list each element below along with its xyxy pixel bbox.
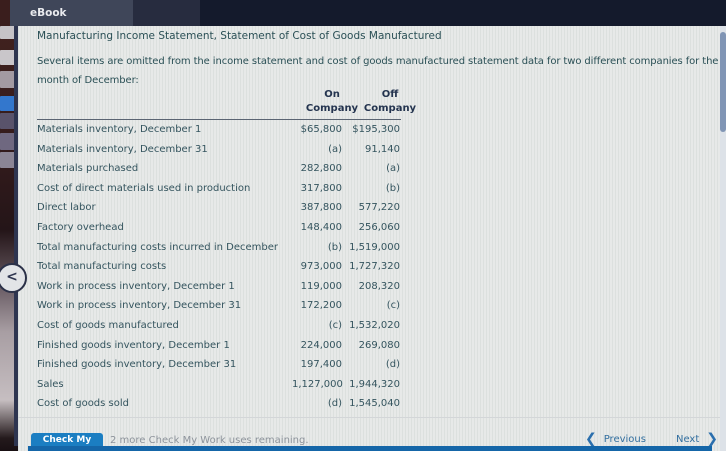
on-company-value: (c): [328, 319, 342, 331]
row-label: Total manufacturing costs: [37, 261, 167, 273]
row-label: Factory overhead: [37, 221, 124, 233]
on-company-value: 282,800: [300, 163, 342, 175]
row-label: Work in process inventory, December 1: [37, 280, 235, 292]
table-row: Sales 1,127,000 1,944,320: [37, 375, 419, 395]
on-company-value: 317,800: [300, 182, 342, 194]
table-row: Total manufacturing costs 973,000 1,727,…: [37, 257, 419, 277]
scrollbar[interactable]: [720, 26, 726, 451]
background-window-bar: [0, 50, 18, 65]
background-window-bar: [0, 113, 18, 129]
on-company-value: 1,127,000: [292, 378, 343, 390]
off-company-value: 1,944,320: [349, 378, 400, 390]
on-company-value: 197,400: [300, 359, 342, 371]
table-row: Cost of goods manufactured (c) 1,532,020: [37, 316, 419, 336]
off-company-value: 269,080: [358, 339, 400, 351]
row-label: Materials purchased: [37, 163, 139, 175]
background-window-bar: [0, 26, 18, 39]
on-company-value: (d): [327, 398, 342, 410]
background-window-bar: [0, 71, 18, 88]
off-company-value: 1,532,020: [349, 319, 400, 331]
problem-description: Several items are omitted from the incom…: [37, 56, 719, 86]
content-footer-divider: [18, 417, 726, 418]
off-company-value: $195,300: [352, 124, 400, 135]
check-uses-remaining-text: 2 more Check My Work uses remaining.: [110, 435, 309, 446]
table-row: Materials purchased 282,800 (a): [37, 159, 419, 179]
background-window-bar: [0, 152, 18, 168]
on-company-value: (b): [327, 241, 342, 253]
problem-panel: Manufacturing Income Statement, Statemen…: [0, 26, 726, 451]
on-company-value: 148,400: [300, 221, 342, 233]
table-row: Materials inventory, December 31 (a) 91,…: [37, 140, 419, 160]
pager: ❮ Previous Next ❯: [585, 431, 718, 447]
off-company-value: 256,060: [358, 221, 400, 233]
next-button[interactable]: Next: [675, 433, 700, 445]
table-row: Factory overhead 148,400 256,060: [37, 218, 419, 238]
row-label: Work in process inventory, December 31: [37, 300, 242, 312]
off-company-value: (d): [385, 359, 400, 371]
off-company-value: 1,727,320: [349, 261, 400, 273]
off-company-value: 1,545,040: [349, 398, 400, 410]
footer-accent-bar: [28, 446, 712, 451]
chevron-right-icon[interactable]: ❯: [706, 431, 718, 447]
chevron-left-icon: <: [6, 269, 18, 285]
table-row: Work in process inventory, December 31 1…: [37, 296, 419, 316]
off-company-value: 91,140: [365, 143, 400, 155]
statement-table: On Company Off Company Materials invento…: [37, 88, 419, 414]
photo-background-corner: [0, 0, 10, 26]
on-company-value: (a): [328, 143, 342, 155]
table-row: Materials inventory, December 1 $65,800 …: [37, 120, 419, 140]
on-company-value: $65,800: [300, 124, 342, 135]
row-label: Total manufacturing costs incurred in De…: [37, 241, 278, 253]
chevron-left-icon[interactable]: ❮: [584, 431, 597, 447]
row-label: Cost of direct materials used in product…: [37, 182, 251, 194]
table-row: Total manufacturing costs incurred in De…: [37, 238, 419, 258]
off-company-value: 1,519,000: [349, 241, 400, 253]
collapse-panel-button[interactable]: <: [0, 263, 27, 293]
row-label: Direct labor: [37, 202, 96, 214]
off-company-value: 577,220: [358, 202, 400, 214]
on-company-value: 172,200: [300, 300, 342, 312]
scrollbar-thumb[interactable]: [720, 32, 726, 132]
on-company-value: 224,000: [300, 339, 342, 351]
row-label: Finished goods inventory, December 1: [37, 339, 230, 351]
off-company-value: (b): [385, 182, 400, 194]
tab-ebook[interactable]: eBook: [10, 0, 133, 26]
row-label: Finished goods inventory, December 31: [37, 359, 237, 371]
on-company-value: 387,800: [300, 202, 342, 214]
table-row: Finished goods inventory, December 1 224…: [37, 336, 419, 356]
on-company-value: 119,000: [300, 280, 342, 292]
column-header-on-company: On Company: [305, 89, 359, 114]
problem-title: Manufacturing Income Statement, Statemen…: [37, 30, 442, 42]
statement-table-header: On Company Off Company: [37, 88, 416, 120]
panel-left-border: [14, 26, 18, 446]
statement-table-rows: Materials inventory, December 1 $65,800 …: [37, 120, 419, 414]
row-label: Materials inventory, December 31: [37, 143, 208, 155]
table-row: Work in process inventory, December 1 11…: [37, 277, 419, 297]
background-window-strip: [0, 26, 18, 451]
previous-button[interactable]: Previous: [603, 433, 646, 445]
off-company-value: 208,320: [358, 280, 400, 292]
table-row: Cost of goods sold (d) 1,545,040: [37, 394, 419, 414]
row-label: Cost of goods sold: [37, 398, 130, 410]
table-row: Finished goods inventory, December 31 19…: [37, 355, 419, 375]
row-label: Cost of goods manufactured: [37, 319, 179, 331]
row-label: Sales: [37, 378, 64, 390]
column-header-off-company: Off Company: [363, 89, 417, 114]
top-tab-bar: eBook: [10, 0, 726, 26]
off-company-value: (a): [386, 163, 400, 175]
off-company-value: (c): [386, 300, 400, 312]
background-window-bar: [0, 133, 18, 150]
on-company-value: 973,000: [300, 261, 342, 273]
background-window-bar-highlighted: [0, 96, 18, 111]
row-label: Materials inventory, December 1: [37, 124, 202, 135]
table-row: Direct labor 387,800 577,220: [37, 198, 419, 218]
inactive-tab-area: [133, 0, 200, 26]
table-row: Cost of direct materials used in product…: [37, 179, 419, 199]
